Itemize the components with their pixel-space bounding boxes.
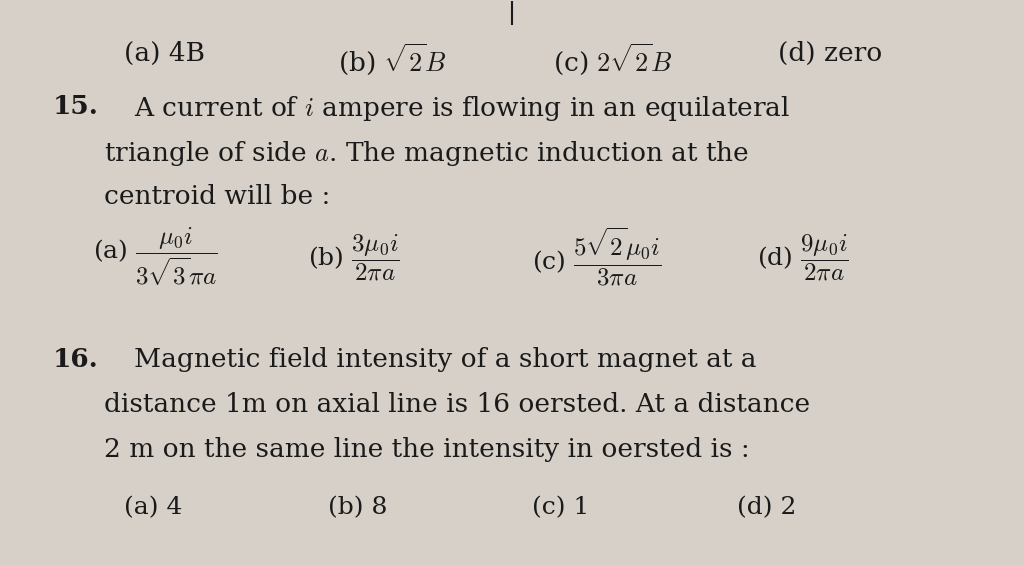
Text: A current of $i$ ampere is flowing in an equilateral: A current of $i$ ampere is flowing in an… [134, 94, 791, 123]
Text: 2 m on the same line the intensity in oersted is :: 2 m on the same line the intensity in oe… [103, 437, 750, 462]
Text: 16.: 16. [52, 347, 98, 372]
Text: (b) $\sqrt{2}B$: (b) $\sqrt{2}B$ [338, 41, 447, 76]
Text: (c) 1: (c) 1 [532, 496, 590, 519]
Text: (d) 2: (d) 2 [736, 496, 796, 519]
Text: (b) 8: (b) 8 [328, 496, 387, 519]
Text: (c) $\dfrac{5\sqrt{2}\mu_0 i}{3\pi a}$: (c) $\dfrac{5\sqrt{2}\mu_0 i}{3\pi a}$ [532, 226, 662, 288]
Text: (a) $\dfrac{\mu_0 i}{3\sqrt{3}\pi a}$: (a) $\dfrac{\mu_0 i}{3\sqrt{3}\pi a}$ [93, 226, 218, 288]
Text: (a) 4B: (a) 4B [124, 41, 205, 66]
Text: 15.: 15. [52, 94, 98, 119]
Text: triangle of side $a$. The magnetic induction at the: triangle of side $a$. The magnetic induc… [103, 139, 749, 168]
Text: Magnetic field intensity of a short magnet at a: Magnetic field intensity of a short magn… [134, 347, 757, 372]
Text: (c) $2\sqrt{2}B$: (c) $2\sqrt{2}B$ [553, 41, 673, 76]
Text: (a) 4: (a) 4 [124, 496, 182, 519]
Text: (d) zero: (d) zero [777, 41, 882, 66]
Text: distance 1m on axial line is 16 oersted. At a distance: distance 1m on axial line is 16 oersted.… [103, 392, 810, 417]
Text: centroid will be :: centroid will be : [103, 184, 330, 209]
Text: (b) $\dfrac{3\mu_0 i}{2\pi a}$: (b) $\dfrac{3\mu_0 i}{2\pi a}$ [308, 232, 399, 282]
Text: (d) $\dfrac{9\mu_0 i}{2\pi a}$: (d) $\dfrac{9\mu_0 i}{2\pi a}$ [757, 232, 849, 282]
